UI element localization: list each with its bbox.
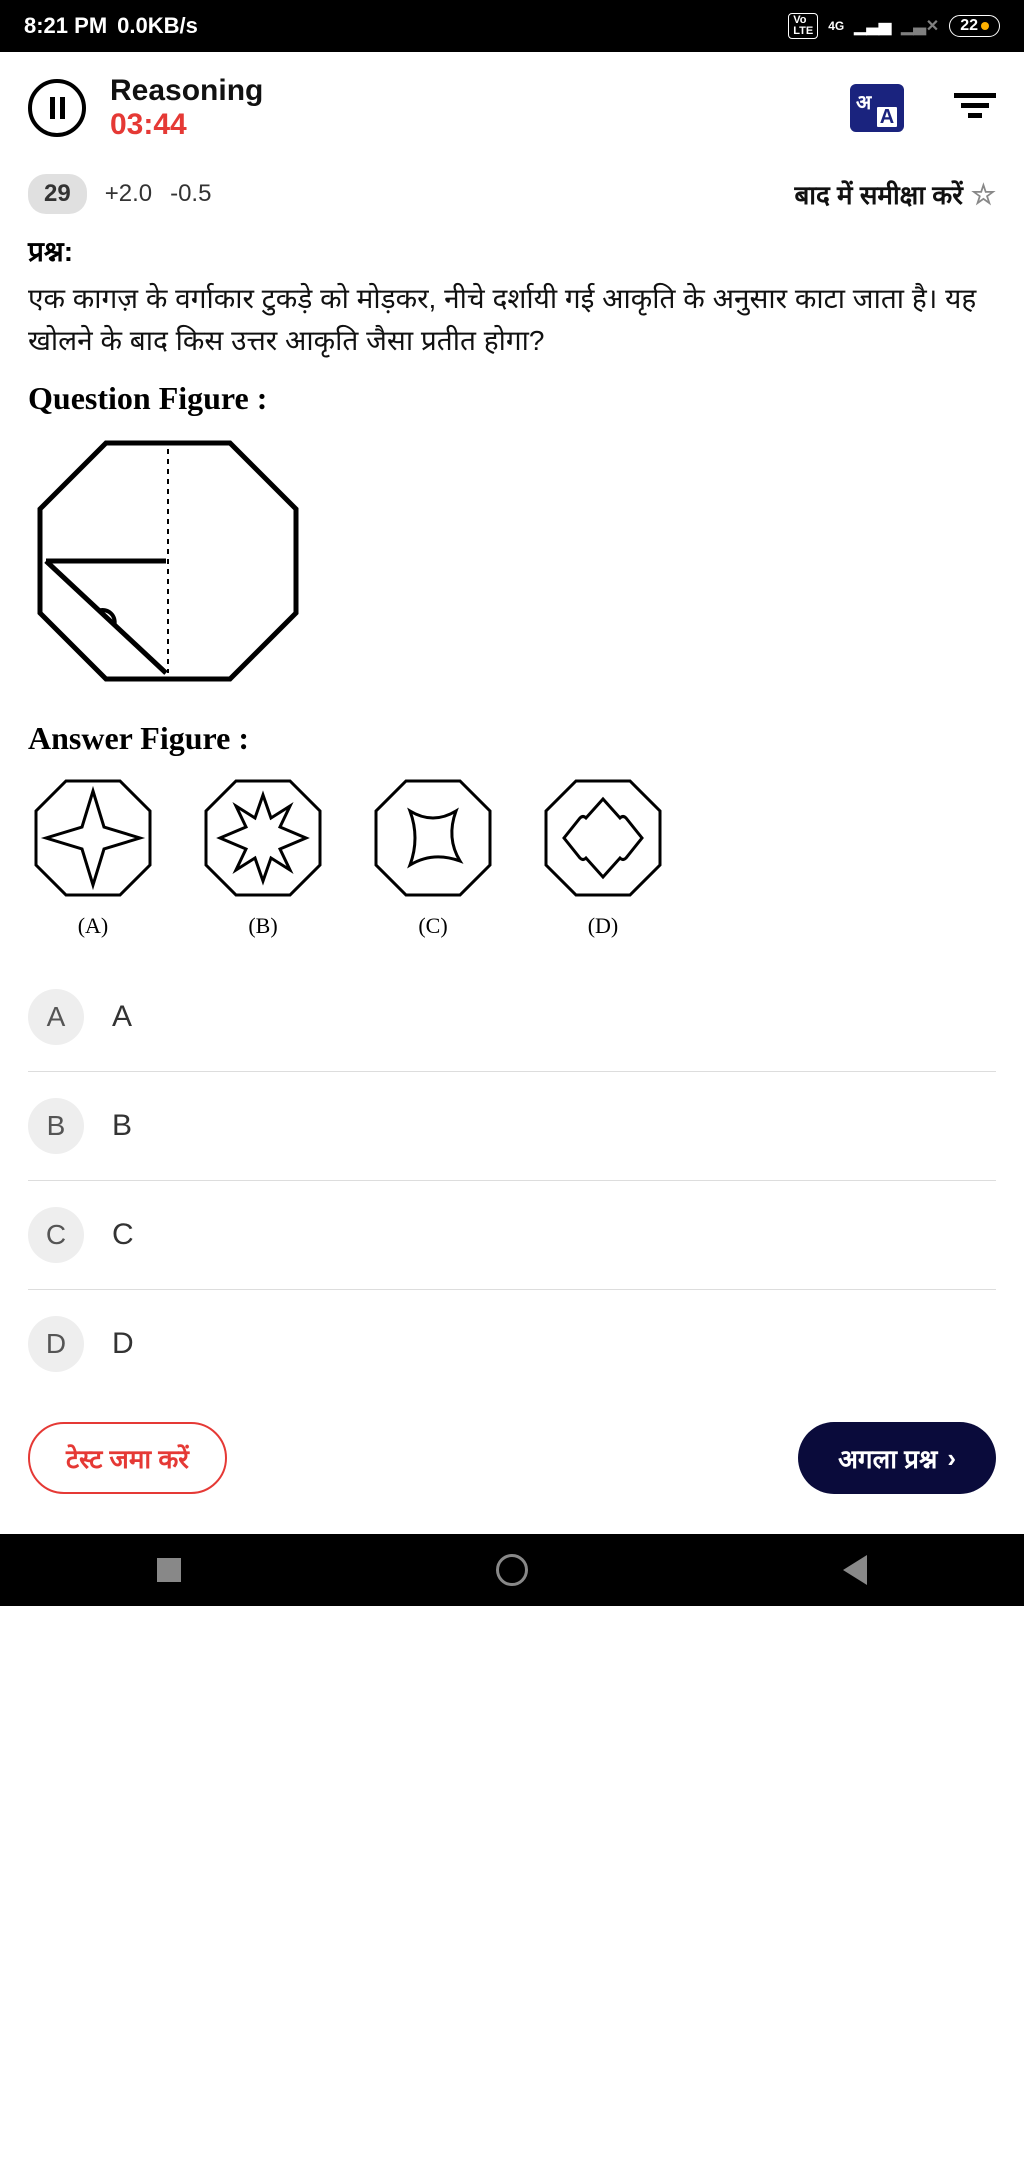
next-question-button[interactable]: अगला प्रश्न› [798, 1422, 996, 1494]
footer: टेस्ट जमा करें अगला प्रश्न› [0, 1398, 1024, 1534]
chevron-right-icon: › [947, 1443, 956, 1474]
status-time: 8:21 PM [24, 13, 107, 39]
section-title: Reasoning [110, 74, 826, 108]
option-d[interactable]: D D [28, 1290, 996, 1398]
option-b[interactable]: B B [28, 1072, 996, 1181]
answer-figure-a: (A) [28, 773, 158, 939]
answer-figures: (A) (B) (C) (D) [28, 773, 996, 939]
option-c[interactable]: C C [28, 1181, 996, 1290]
status-bar: 8:21 PM 0.0KB/s VoLTE 4G ▁▃▅ ▁▃✕ 22 [0, 0, 1024, 52]
pause-button[interactable] [28, 79, 86, 137]
recent-apps-button[interactable] [157, 1558, 181, 1582]
option-a[interactable]: A A [28, 963, 996, 1072]
filter-icon[interactable] [954, 93, 996, 123]
question-label: प्रश्न: [28, 232, 996, 270]
question-figure [28, 431, 996, 696]
signal-icon: ▁▃▅ [854, 16, 891, 36]
volte-icon: VoLTE [788, 13, 818, 39]
question-number: 29 [28, 174, 87, 214]
answer-figure-d: (D) [538, 773, 668, 939]
question-figure-label: Question Figure : [28, 380, 996, 417]
language-toggle[interactable]: अA [850, 84, 904, 132]
android-nav-bar [0, 1534, 1024, 1606]
star-icon: ☆ [971, 178, 996, 211]
options-list: A A B B C C D D [28, 963, 996, 1398]
question-meta: 29 +2.0 -0.5 बाद में समीक्षा करें☆ [0, 164, 1024, 232]
question-text: एक कागज़ के वर्गाकार टुकड़े को मोड़कर, न… [28, 278, 996, 362]
negative-marks: -0.5 [170, 180, 211, 208]
review-later[interactable]: बाद में समीक्षा करें☆ [794, 176, 996, 212]
network-4g: 4G [828, 19, 844, 33]
status-speed: 0.0KB/s [117, 13, 198, 39]
app-header: Reasoning 03:44 अA [0, 52, 1024, 164]
answer-figure-c: (C) [368, 773, 498, 939]
positive-marks: +2.0 [105, 180, 152, 208]
answer-figure-label: Answer Figure : [28, 720, 996, 757]
submit-test-button[interactable]: टेस्ट जमा करें [28, 1422, 227, 1494]
back-button[interactable] [843, 1555, 867, 1585]
home-button[interactable] [496, 1554, 528, 1586]
battery-indicator: 22 [949, 15, 1000, 37]
signal-icon-2: ▁▃✕ [901, 16, 939, 36]
answer-figure-b: (B) [198, 773, 328, 939]
timer: 03:44 [110, 108, 826, 142]
